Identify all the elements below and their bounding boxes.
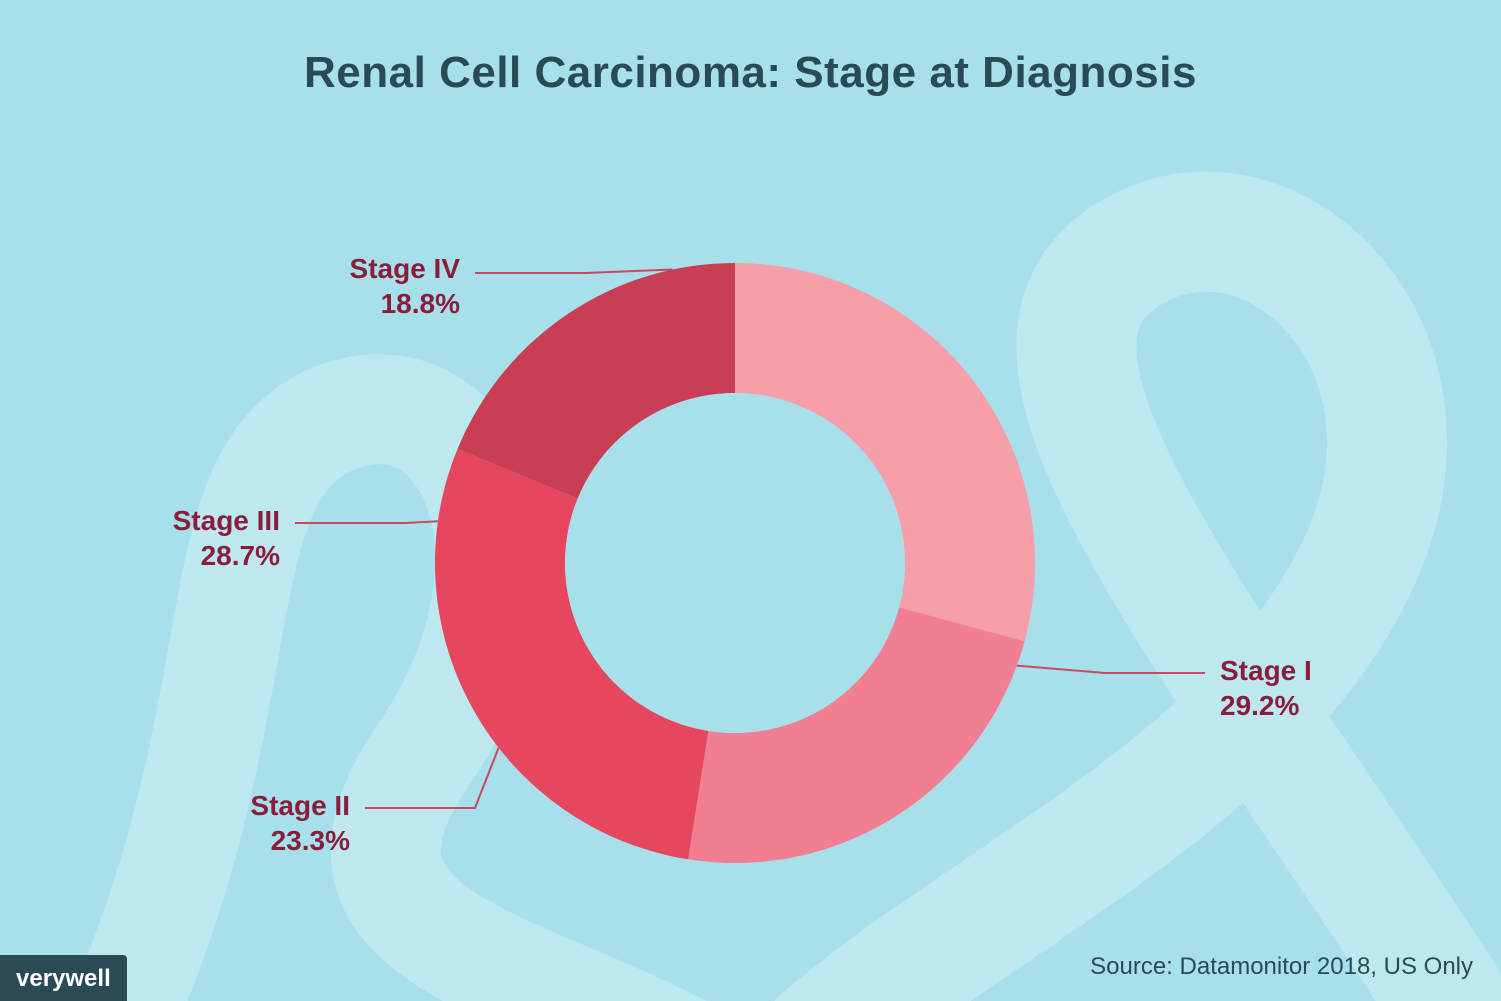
- brand-badge-verywell: verywell: [0, 955, 127, 1001]
- leader-line: [475, 270, 673, 273]
- slice-label-value: 18.8%: [350, 286, 460, 321]
- slice-label-name: Stage III: [173, 503, 280, 538]
- slice-label-value: 28.7%: [173, 538, 280, 573]
- leader-line: [295, 521, 438, 523]
- leader-line: [1017, 666, 1205, 673]
- source-attribution: Source: Datamonitor 2018, US Only: [1090, 953, 1473, 981]
- slice-label: Stage III28.7%: [173, 503, 280, 573]
- slice-label: Stage I29.2%: [1220, 653, 1312, 723]
- slice-label-name: Stage IV: [350, 251, 460, 286]
- donut-chart: [0, 0, 1501, 1001]
- donut-hole: [565, 393, 905, 733]
- slice-label-name: Stage II: [250, 788, 350, 823]
- brand-suffix: well: [65, 965, 110, 992]
- slice-label-value: 23.3%: [250, 823, 350, 858]
- brand-prefix: very: [16, 965, 65, 992]
- slice-label-name: Stage I: [1220, 653, 1312, 688]
- leader-line: [365, 748, 499, 808]
- slice-label: Stage II23.3%: [250, 788, 350, 858]
- slice-label: Stage IV18.8%: [350, 251, 460, 321]
- slice-label-value: 29.2%: [1220, 688, 1312, 723]
